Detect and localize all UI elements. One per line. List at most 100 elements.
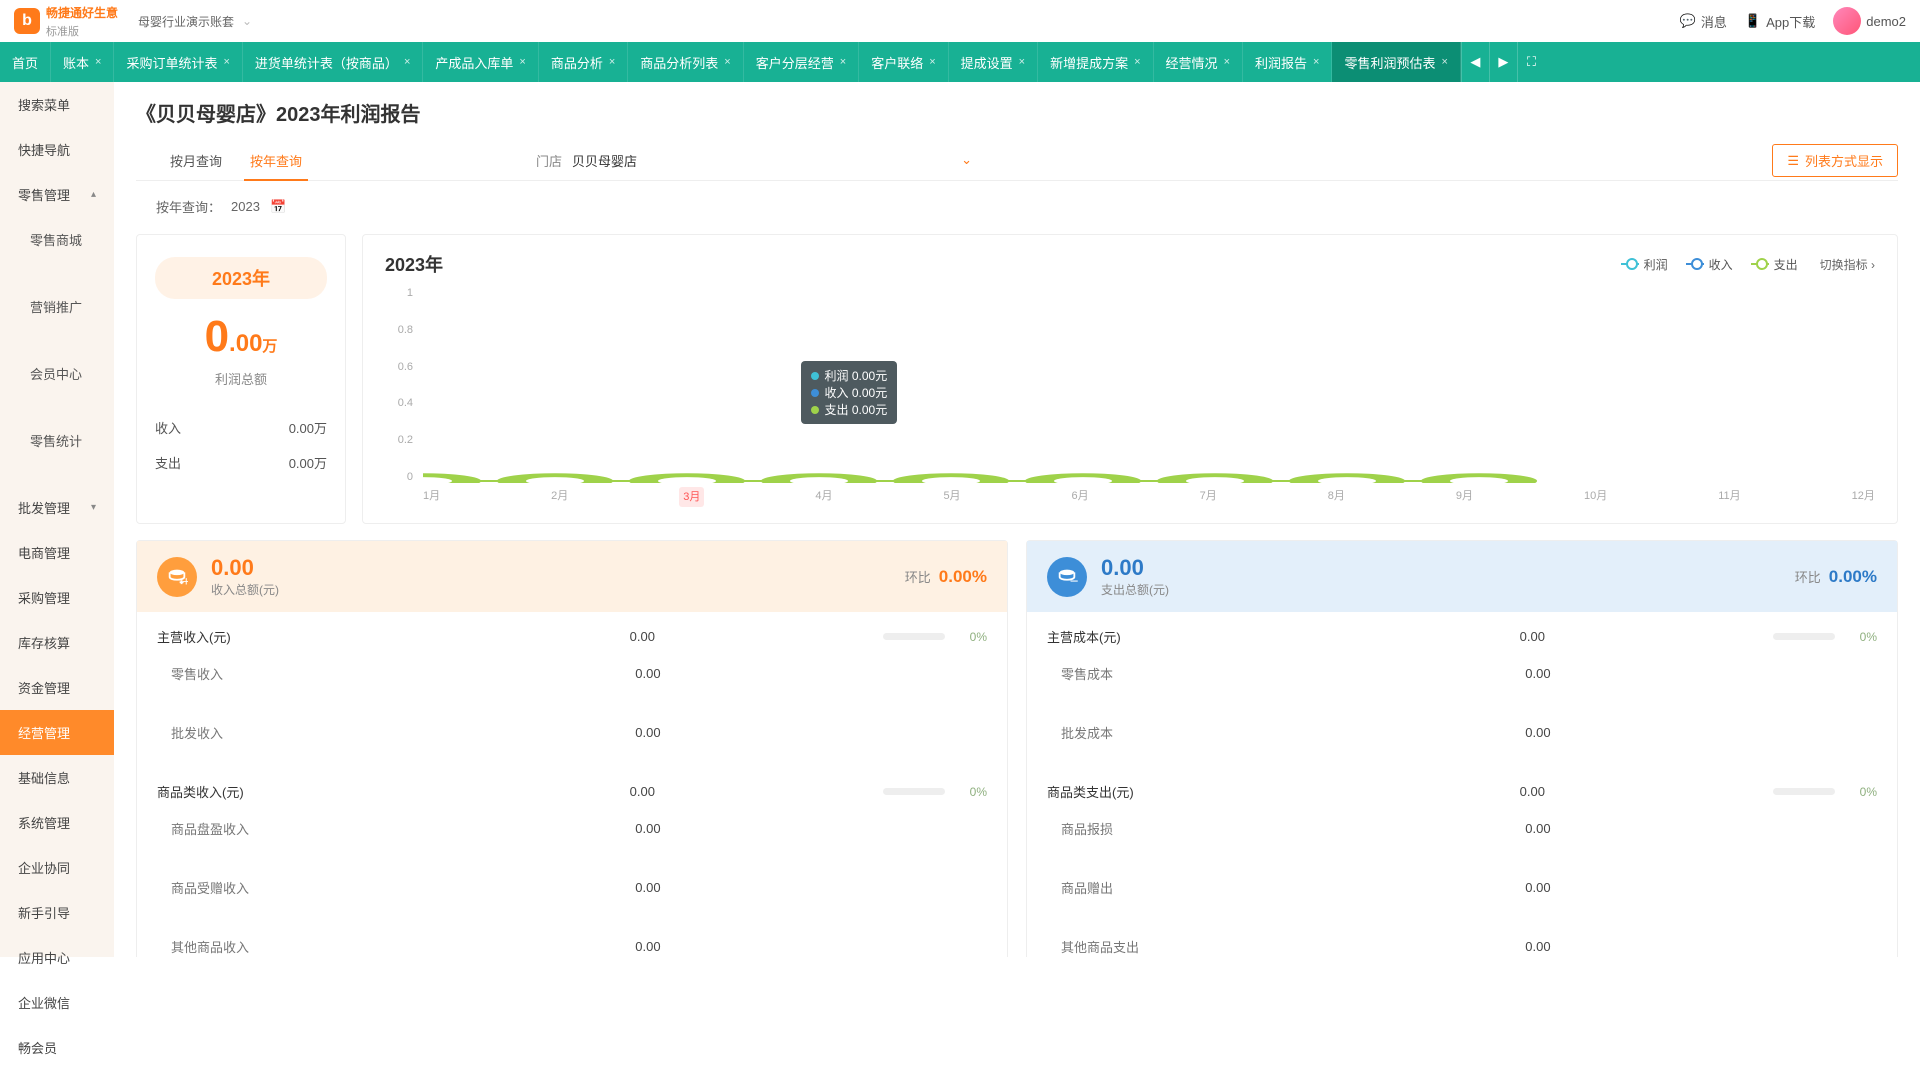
sidebar-item-批发管理[interactable]: 批发管理▾ — [0, 485, 114, 530]
tab-首页[interactable]: 首页 — [0, 42, 51, 82]
income-total: 0.00 — [211, 555, 279, 581]
close-icon[interactable]: × — [404, 56, 410, 68]
table-row: 零售成本0.00 — [1047, 655, 1877, 692]
close-icon[interactable]: × — [1224, 56, 1230, 68]
account-selector[interactable]: 母婴行业演示账套 ⌄ — [138, 13, 252, 30]
sidebar-item-资金管理[interactable]: 资金管理 — [0, 665, 114, 710]
table-row: 批发收入0.00 — [157, 714, 987, 751]
chart-plot[interactable]: 利润 0.00元收入 0.00元支出 0.00元 — [423, 287, 1875, 483]
close-icon[interactable]: × — [223, 56, 229, 68]
sidebar-item-零售统计[interactable]: 零售统计 — [0, 418, 114, 463]
tab-商品分析列表[interactable]: 商品分析列表× — [628, 42, 743, 82]
sidebar-item-采购管理[interactable]: 采购管理 — [0, 575, 114, 620]
brand-logo: b — [14, 8, 40, 34]
sidebar-item-零售商城[interactable]: 零售商城 — [0, 217, 114, 262]
tab-商品分析[interactable]: 商品分析× — [539, 42, 628, 82]
sidebar-item-营销推广[interactable]: 营销推广 — [0, 284, 114, 329]
sidebar-item-企业协同[interactable]: 企业协同 — [0, 845, 114, 890]
sidebar-item-应用中心[interactable]: 应用中心 — [0, 935, 114, 980]
user-menu[interactable]: demo2 — [1833, 7, 1906, 35]
legend-item[interactable]: 收入 — [1686, 256, 1733, 273]
tab-零售利润预估表[interactable]: 零售利润预估表× — [1332, 42, 1460, 82]
x-tick: 3月 — [679, 487, 704, 507]
close-icon[interactable]: × — [1019, 56, 1025, 68]
avatar — [1833, 7, 1861, 35]
sidebar-item-经营管理[interactable]: 经营管理 — [0, 710, 114, 755]
close-icon[interactable]: × — [609, 56, 615, 68]
chart-tooltip: 利润 0.00元收入 0.00元支出 0.00元 — [801, 361, 898, 424]
close-icon[interactable]: × — [95, 56, 101, 68]
x-tick: 8月 — [1328, 487, 1345, 507]
switch-metric-button[interactable]: 切换指标 › — [1820, 256, 1875, 273]
y-tick: 0.8 — [385, 324, 413, 336]
tab-采购订单统计表[interactable]: 采购订单统计表× — [114, 42, 242, 82]
x-tick: 1月 — [423, 487, 440, 507]
fullscreen-button[interactable]: ⛶ — [1517, 42, 1545, 82]
query-tab-month[interactable]: 按月查询 — [156, 141, 236, 180]
list-view-button[interactable]: ☰ 列表方式显示 — [1772, 144, 1898, 177]
sidebar-item-新手引导[interactable]: 新手引导 — [0, 890, 114, 935]
progress-bar — [1773, 788, 1835, 795]
x-tick: 5月 — [943, 487, 960, 507]
close-icon[interactable]: × — [519, 56, 525, 68]
table-row: 其他商品支出0.00 — [1047, 928, 1877, 957]
sidebar-item-快捷导航[interactable]: 快捷导航 — [0, 127, 114, 172]
expense-hb-label: 环比 — [1795, 567, 1821, 586]
close-icon[interactable]: × — [1134, 56, 1140, 68]
svg-text:−: − — [1070, 574, 1078, 588]
x-tick: 10月 — [1584, 487, 1607, 507]
tab-产成品入库单[interactable]: 产成品入库单× — [423, 42, 538, 82]
table-row: 商品类收入(元)0.000% — [157, 773, 987, 810]
table-row: 商品受赠收入0.00 — [157, 869, 987, 906]
close-icon[interactable]: × — [724, 56, 730, 68]
x-tick: 2月 — [551, 487, 568, 507]
query-tab-year[interactable]: 按年查询 — [236, 141, 316, 180]
summary-year: 2023年 — [155, 257, 327, 299]
calendar-icon[interactable]: 📅 — [270, 199, 286, 215]
profit-total-label: 利润总额 — [155, 369, 327, 388]
close-icon[interactable]: × — [840, 56, 846, 68]
close-icon[interactable]: × — [1441, 56, 1447, 68]
close-icon[interactable]: × — [929, 56, 935, 68]
x-tick: 9月 — [1456, 487, 1473, 507]
x-tick: 6月 — [1072, 487, 1089, 507]
sidebar-item-会员中心[interactable]: 会员中心 — [0, 351, 114, 396]
income-icon: + — [157, 557, 197, 597]
tab-进货单统计表（按商品）[interactable]: 进货单统计表（按商品）× — [243, 42, 423, 82]
sidebar-item-系统管理[interactable]: 系统管理 — [0, 800, 114, 845]
year-query-label: 按年查询： — [156, 197, 221, 216]
chevron-down-icon: ⌄ — [961, 152, 972, 168]
sidebar-item-企业微信[interactable]: 企业微信 — [0, 980, 114, 1025]
y-tick: 0 — [385, 471, 413, 483]
sidebar-item-畅会员[interactable]: 畅会员 — [0, 1025, 114, 1070]
tab-提成设置[interactable]: 提成设置× — [949, 42, 1038, 82]
sidebar-item-零售管理[interactable]: 零售管理▴ — [0, 172, 114, 217]
table-row: 批发成本0.00 — [1047, 714, 1877, 751]
sidebar-item-基础信息[interactable]: 基础信息 — [0, 755, 114, 800]
table-row: 零售收入0.00 — [157, 655, 987, 692]
tab-经营情况[interactable]: 经营情况× — [1154, 42, 1243, 82]
sidebar-item-电商管理[interactable]: 电商管理 — [0, 530, 114, 575]
legend-item[interactable]: 利润 — [1621, 256, 1668, 273]
expense-hb: 0.00% — [1829, 567, 1877, 587]
app-download-button[interactable]: 📱App下载 — [1745, 12, 1815, 31]
sidebar-item-库存核算[interactable]: 库存核算 — [0, 620, 114, 665]
table-row: 其他商品收入0.00 — [157, 928, 987, 957]
tab-客户联络[interactable]: 客户联络× — [859, 42, 948, 82]
tab-新增提成方案[interactable]: 新增提成方案× — [1038, 42, 1153, 82]
tab-利润报告[interactable]: 利润报告× — [1243, 42, 1332, 82]
close-icon[interactable]: × — [1313, 56, 1319, 68]
legend-marker — [1751, 263, 1769, 265]
messages-button[interactable]: 💬消息 — [1680, 12, 1727, 31]
tab-scroll-right[interactable]: ▶ — [1489, 42, 1517, 82]
x-tick: 4月 — [815, 487, 832, 507]
year-value: 2023 — [231, 199, 260, 214]
store-select[interactable]: 贝贝母婴店 ⌄ — [572, 151, 972, 171]
sidebar-item-搜索菜单[interactable]: 搜索菜单 — [0, 82, 114, 127]
tab-账本[interactable]: 账本× — [51, 42, 114, 82]
legend-item[interactable]: 支出 — [1751, 256, 1798, 273]
income-total-label: 收入总额(元) — [211, 581, 279, 598]
x-tick: 12月 — [1852, 487, 1875, 507]
tab-客户分层经营[interactable]: 客户分层经营× — [744, 42, 859, 82]
tab-scroll-left[interactable]: ◀ — [1461, 42, 1489, 82]
